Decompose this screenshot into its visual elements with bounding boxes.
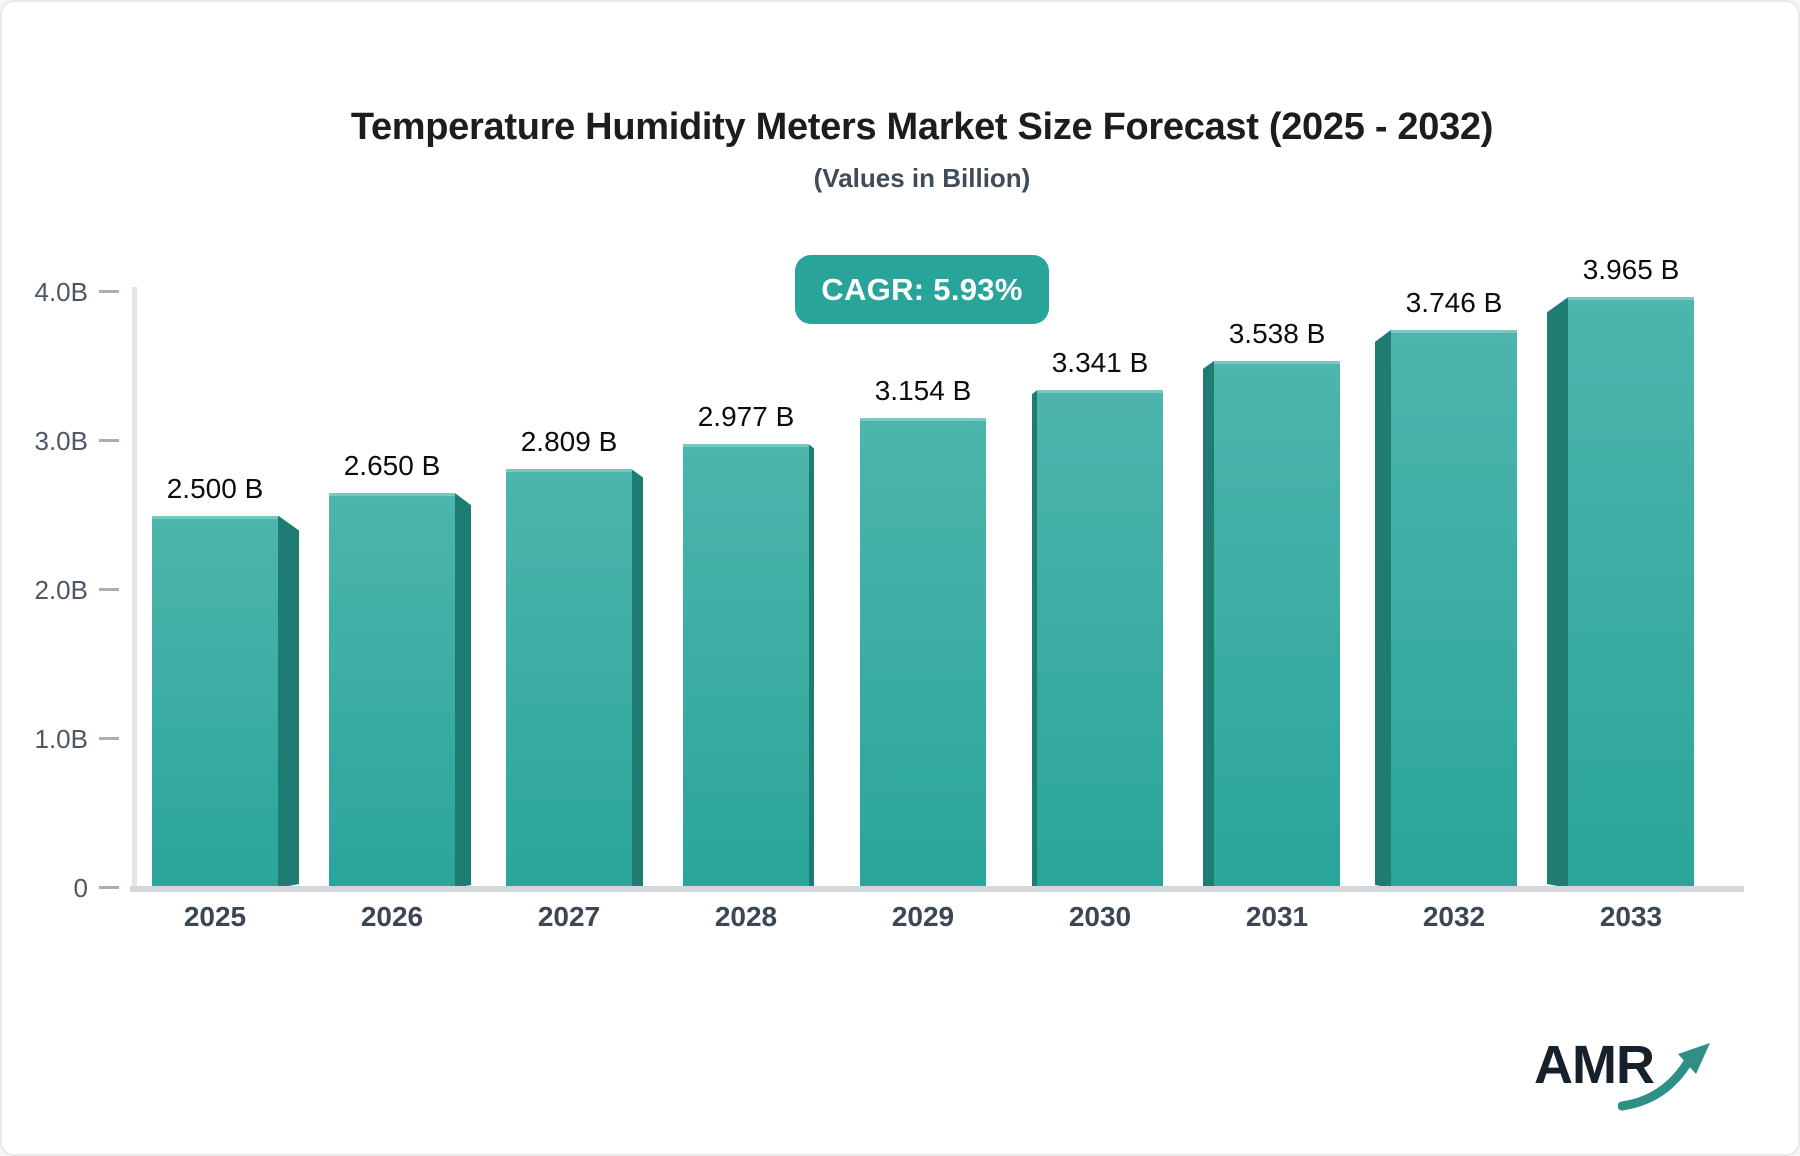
y-axis-tick-label: 0 (73, 873, 88, 903)
x-axis-label-2028: 2028 (714, 901, 778, 932)
bar-side-2027 (632, 469, 643, 888)
bar-value-label: 3.538 B (1228, 317, 1326, 349)
bar-value-label: 2.650 B (343, 450, 441, 482)
cagr-badge-row: CAGR: 5.93% (42, 255, 1798, 324)
bar-side-2028 (809, 444, 814, 888)
bar-face-2030 (1037, 390, 1163, 888)
y-axis-tick-label: 4.0B (34, 277, 89, 307)
x-axis-label-2025: 2025 (183, 901, 247, 932)
cagr-badge: CAGR: 5.93% (795, 255, 1049, 324)
x-axis-label-2032: 2032 (1422, 901, 1486, 932)
x-axis-label-2030: 2030 (1068, 901, 1132, 932)
bar-side-2030 (1032, 390, 1037, 888)
bar-side-2033 (1547, 297, 1568, 888)
bar-face-2032 (1391, 329, 1517, 888)
bar-face-2029 (860, 418, 986, 888)
chart-subtitle: (Values in Billion) (813, 162, 1031, 193)
bar-value-label: 2.809 B (520, 426, 618, 458)
bar-face-2028 (683, 444, 809, 888)
x-axis-label-2027: 2027 (537, 901, 601, 932)
growth-arrow-icon (1618, 1043, 1710, 1111)
bar-value-label: 2.977 B (697, 401, 795, 433)
bar-face-2031 (1214, 360, 1340, 888)
y-axis-tick-mark (99, 588, 119, 591)
y-axis-tick-mark (99, 290, 119, 293)
bar-face-2027 (506, 469, 632, 888)
y-axis-tick-mark (99, 439, 119, 442)
chart-title: Temperature Humidity Meters Market Size … (350, 106, 1494, 148)
bar-face-2026 (329, 493, 455, 888)
y-axis-tick-label: 1.0B (34, 724, 89, 754)
x-axis-label-2029: 2029 (891, 901, 955, 932)
bar-value-label: 3.341 B (1051, 347, 1149, 379)
x-axis-label-2031: 2031 (1245, 901, 1309, 932)
x-axis-baseline (130, 886, 1744, 892)
bar-value-label: 3.746 B (1405, 286, 1503, 318)
bar-value-label: 3.965 B (1582, 254, 1680, 286)
x-axis-label-2026: 2026 (360, 901, 424, 932)
x-axis-label-2033: 2033 (1599, 901, 1663, 932)
bar-face-2025 (152, 515, 278, 888)
bar-face-2033 (1568, 297, 1694, 888)
bar-value-label: 2.500 B (166, 472, 264, 504)
y-axis-tick-mark (99, 886, 119, 889)
y-axis-tick-mark (99, 737, 119, 740)
y-axis-tick-label: 3.0B (34, 426, 89, 456)
y-axis-line (132, 287, 137, 892)
bar-side-2031 (1203, 361, 1214, 888)
amr-logo: AMR (1534, 1038, 1784, 1138)
amr-logo-text: AMR (1534, 1035, 1655, 1095)
bar-value-label: 3.154 B (874, 375, 972, 407)
y-axis-tick-label: 2.0B (34, 575, 89, 605)
bar-side-2026 (455, 493, 471, 888)
chart-header: Temperature Humidity Meters Market Size … (42, 105, 1798, 194)
bar-side-2025 (278, 516, 299, 889)
bar-side-2032 (1375, 330, 1391, 888)
